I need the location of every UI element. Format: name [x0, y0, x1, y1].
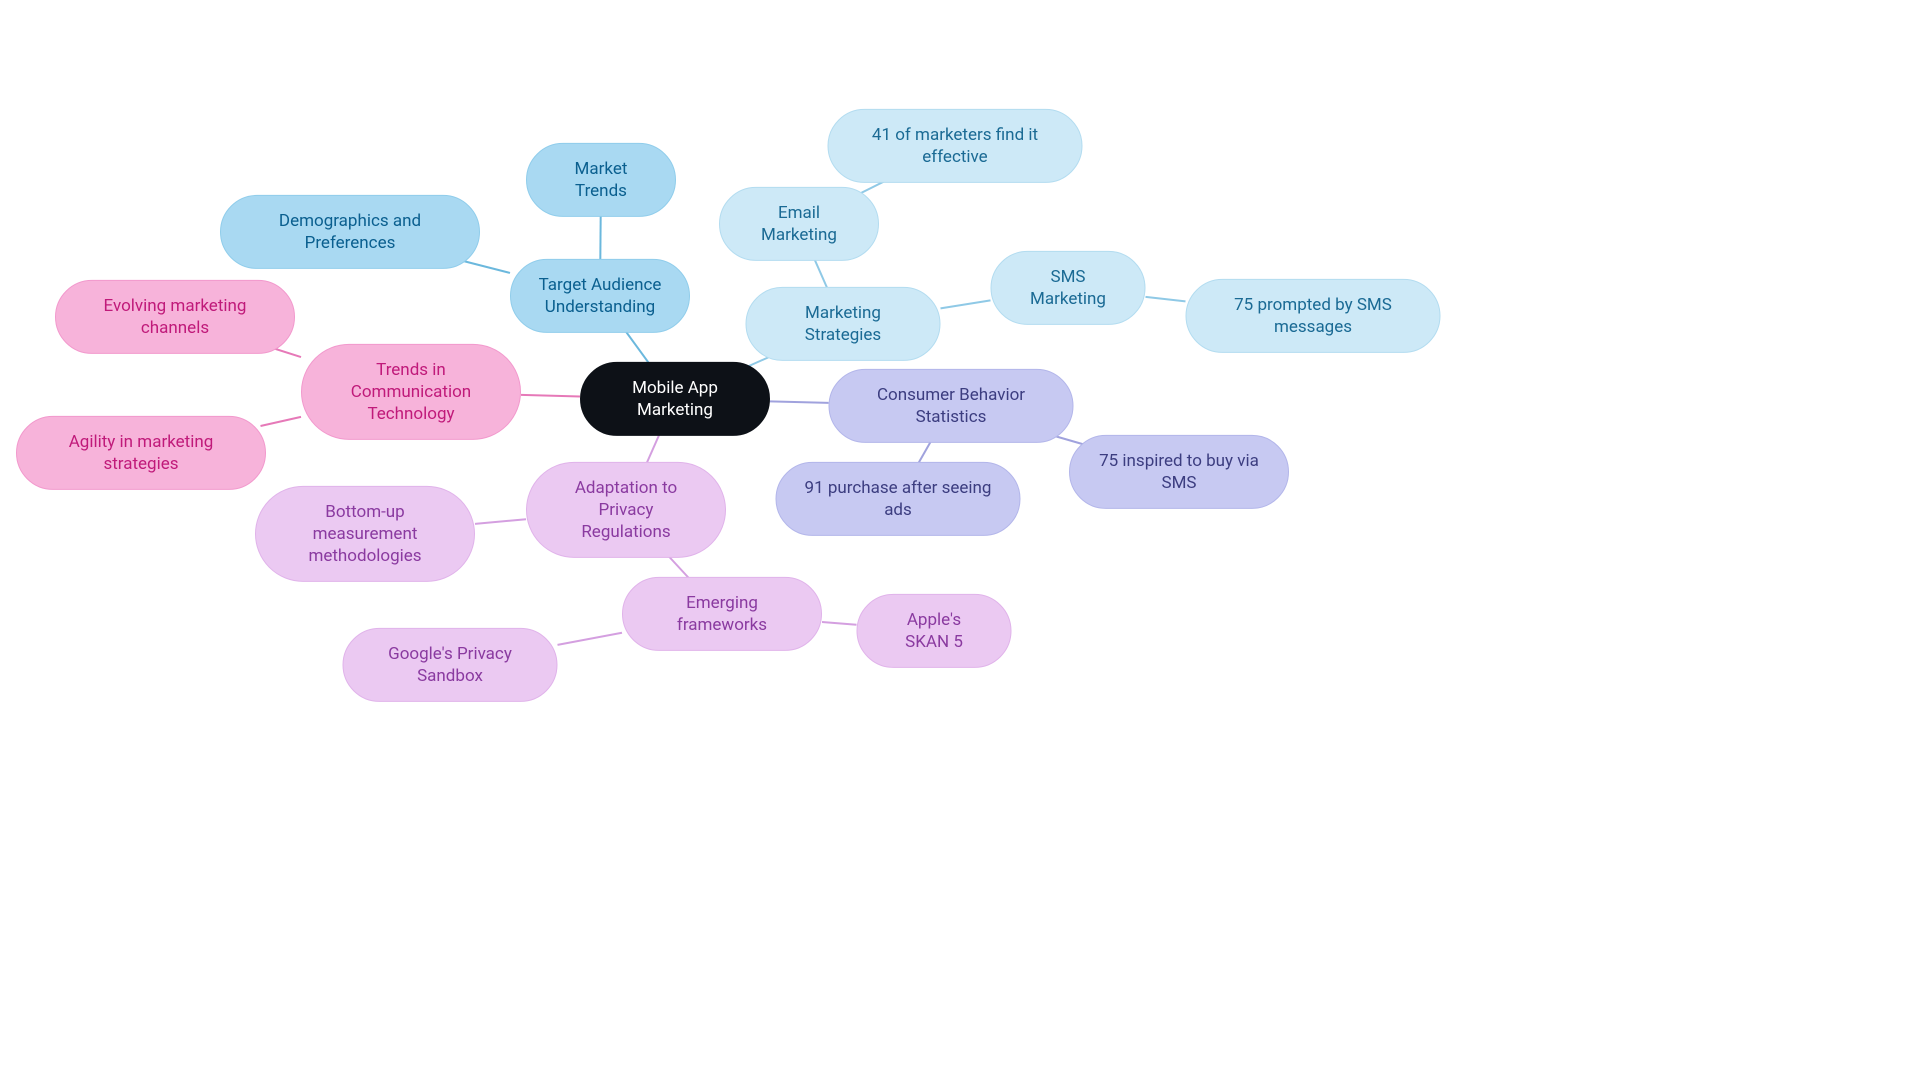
node-label: 91 purchase after seeing ads — [803, 477, 994, 521]
mindmap-node-demo: Demographics and Preferences — [220, 195, 480, 269]
mindmap-node-apple: Apple's SKAN 5 — [857, 594, 1012, 668]
mindmap-node-trends: Trends in Communication Technology — [301, 344, 521, 440]
edge — [941, 300, 991, 308]
node-label: Bottom-up measurement methodologies — [282, 501, 448, 567]
mindmap-node-sms75: 75 prompted by SMS messages — [1186, 279, 1441, 353]
mindmap-node-email41: 41 of marketers find it effective — [828, 109, 1083, 183]
node-label: Evolving marketing channels — [82, 295, 268, 339]
mindmap-node-sms: SMS Marketing — [991, 251, 1146, 325]
node-label: Adaptation to Privacy Regulations — [553, 477, 699, 543]
mindmap-node-markettrends: Market Trends — [526, 143, 676, 217]
mindmap-node-privacy: Adaptation to Privacy Regulations — [526, 462, 726, 558]
node-label: Google's Privacy Sandbox — [370, 643, 531, 687]
mindmap-node-email: Email Marketing — [719, 187, 879, 261]
mindmap-node-agility: Agility in marketing strategies — [16, 416, 266, 490]
edge — [521, 395, 580, 397]
node-label: Emerging frameworks — [649, 592, 795, 636]
mindmap-node-google: Google's Privacy Sandbox — [343, 628, 558, 702]
edge — [558, 633, 623, 645]
node-label: Email Marketing — [746, 202, 852, 246]
mindmap-node-target: Target Audience Understanding — [510, 259, 690, 333]
node-label: Market Trends — [553, 158, 649, 202]
mindmap-node-emerging: Emerging frameworks — [622, 577, 822, 651]
mindmap-node-c91: 91 purchase after seeing ads — [776, 462, 1021, 536]
mindmap-node-strategies: Marketing Strategies — [746, 287, 941, 361]
edge — [261, 417, 301, 426]
mindmap-node-c75: 75 inspired to buy via SMS — [1069, 435, 1289, 509]
mindmap-node-root: Mobile App Marketing — [580, 362, 770, 436]
mindmap-node-bottomup: Bottom-up measurement methodologies — [255, 486, 475, 582]
node-label: 75 prompted by SMS messages — [1213, 294, 1414, 338]
edge — [822, 622, 857, 625]
mindmap-node-consumer: Consumer Behavior Statistics — [829, 369, 1074, 443]
node-label: Consumer Behavior Statistics — [856, 384, 1047, 428]
node-label: Mobile App Marketing — [607, 377, 743, 421]
mindmap-node-evolving: Evolving marketing channels — [55, 280, 295, 354]
node-label: Marketing Strategies — [773, 302, 914, 346]
node-label: Apple's SKAN 5 — [884, 609, 985, 653]
edge — [770, 401, 829, 402]
node-label: Target Audience Understanding — [539, 274, 662, 318]
node-label: 75 inspired to buy via SMS — [1096, 450, 1262, 494]
edge — [1146, 297, 1186, 302]
node-label: 41 of marketers find it effective — [855, 124, 1056, 168]
node-label: Agility in marketing strategies — [43, 431, 239, 475]
node-label: SMS Marketing — [1018, 266, 1119, 310]
node-label: Demographics and Preferences — [247, 210, 453, 254]
edge — [475, 519, 526, 524]
node-label: Trends in Communication Technology — [328, 359, 494, 425]
